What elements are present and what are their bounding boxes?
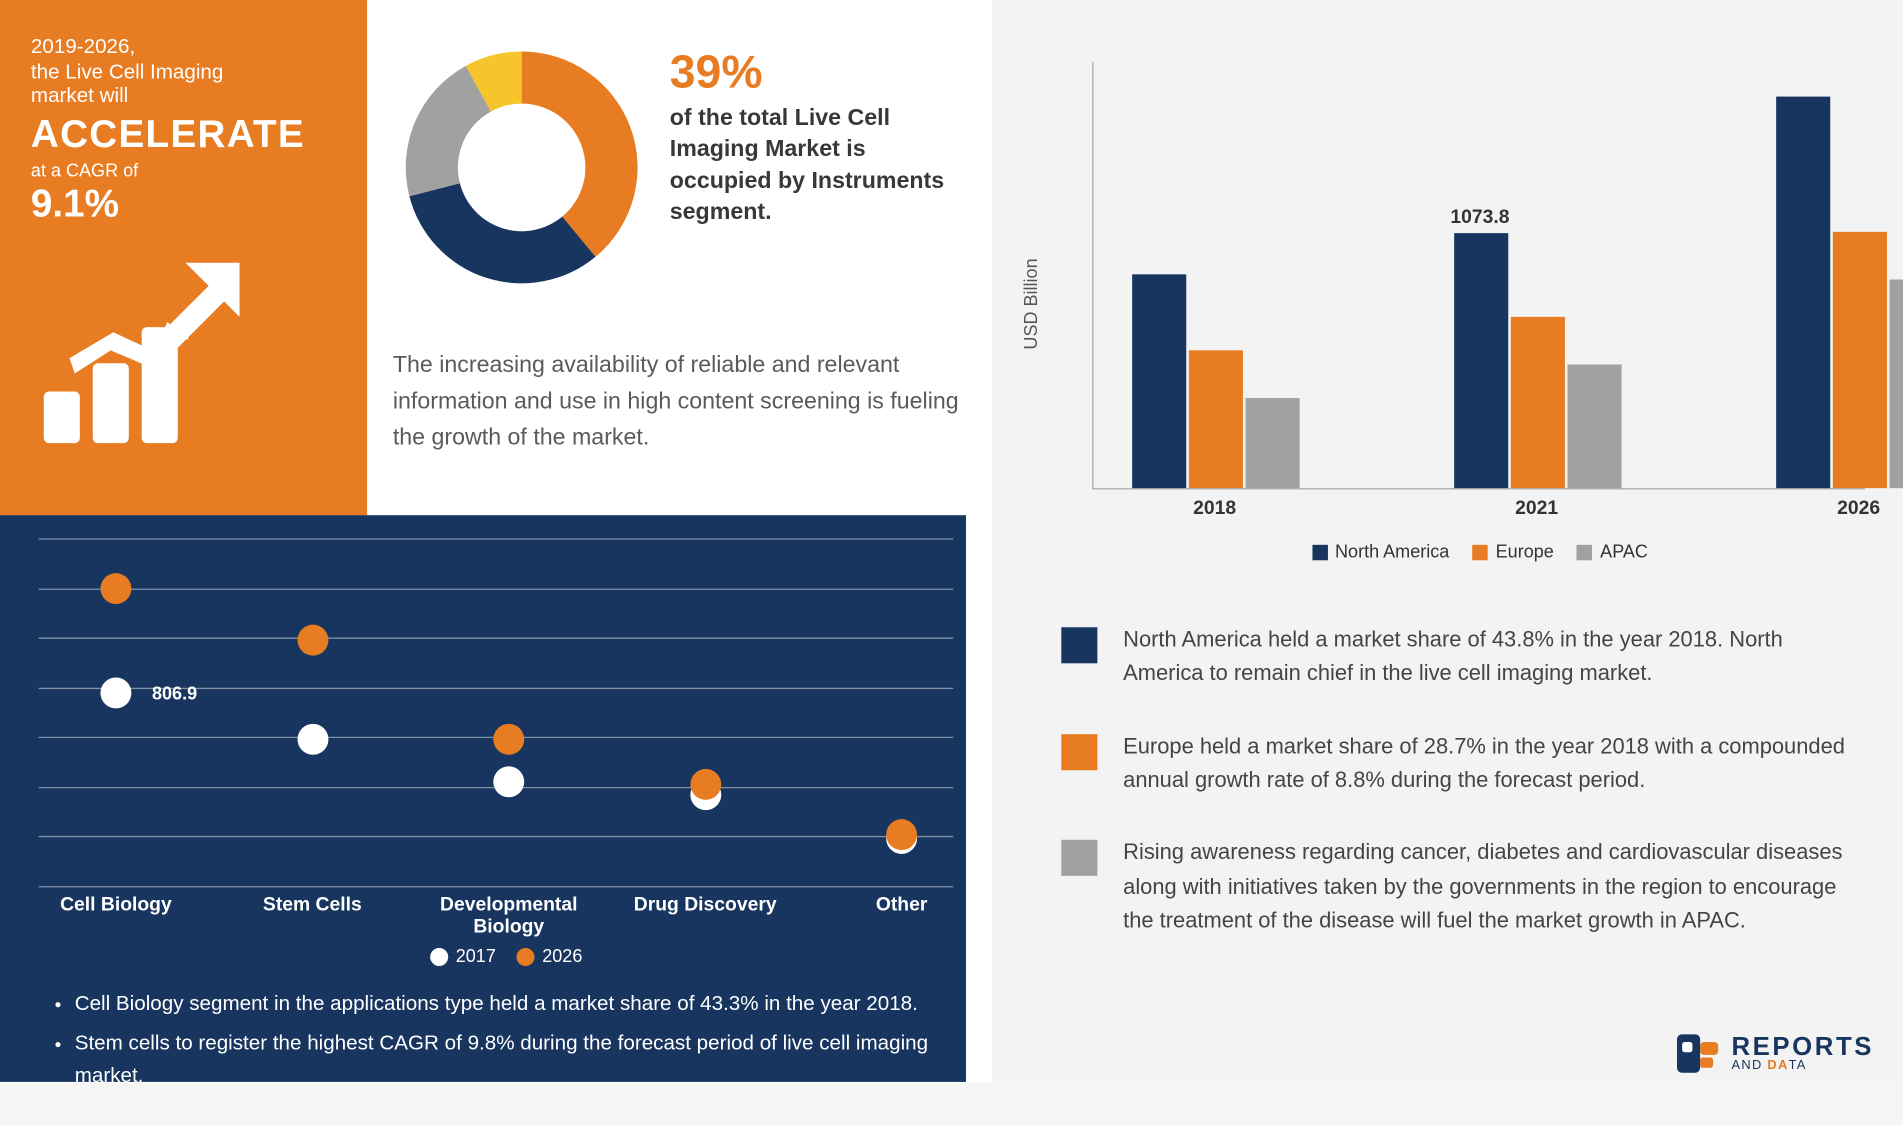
bar-y-axis-label: USD Billion xyxy=(1020,258,1041,349)
dot-legend-swatch xyxy=(430,948,448,966)
donut-slice xyxy=(522,52,638,257)
region-text: Europe held a market share of 28.7% in t… xyxy=(1123,730,1851,798)
dot-x-label: Stem Cells xyxy=(222,894,402,916)
regional-bar-chart: USD Billion 2018202120261073.8 xyxy=(1069,62,1868,526)
bar-x-label: 2018 xyxy=(1193,497,1236,519)
growth-arrow-icon xyxy=(31,250,336,463)
logo-line1: REPORTS xyxy=(1731,1035,1874,1059)
dot-grid-line xyxy=(39,588,953,589)
bar-x-label: 2026 xyxy=(1837,497,1880,519)
dot-point-label: 806.9 xyxy=(152,682,197,703)
dot-bullet-item: Stem cells to register the highest CAGR … xyxy=(75,1029,930,1093)
dot-chart-bullets: Cell Biology segment in the applications… xyxy=(26,966,966,1093)
dot-point xyxy=(690,769,721,800)
region-swatch xyxy=(1061,734,1097,770)
bar xyxy=(1245,398,1299,488)
cagr-accelerate: ACCELERATE xyxy=(31,113,336,157)
donut-highlight-pct: 39% xyxy=(670,45,966,99)
dot-legend-label: 2026 xyxy=(542,945,582,966)
dot-grid-line xyxy=(39,538,953,539)
donut-svg xyxy=(393,39,651,297)
brand-logo: REPORTS AND DATA xyxy=(1677,1034,1874,1073)
donut-description: of the total Live Cell Imaging Market is… xyxy=(670,102,966,227)
dot-x-label: Drug Discovery xyxy=(615,894,795,916)
market-growth-paragraph: The increasing availability of reliable … xyxy=(393,348,960,456)
bar xyxy=(1889,279,1903,488)
region-swatch xyxy=(1061,627,1097,663)
dot-grid-line xyxy=(39,638,953,639)
region-text: Rising awareness regarding cancer, diabe… xyxy=(1123,836,1851,938)
bar xyxy=(1833,232,1887,489)
bar-x-label: 2021 xyxy=(1515,497,1558,519)
dot-x-label: Other xyxy=(811,894,991,916)
region-note: Europe held a market share of 28.7% in t… xyxy=(1061,730,1851,798)
cagr-label: at a CAGR of xyxy=(31,160,336,181)
bar-legend-label: APAC xyxy=(1600,541,1648,562)
regional-panel: USD Billion 2018 2021 2026 1073.8 North Ame… xyxy=(992,0,1903,1083)
dot-bullet-item: Cell Biology segment in the applications… xyxy=(75,990,930,1022)
bar xyxy=(1189,350,1243,488)
donut-slice xyxy=(409,183,595,283)
dot-legend-label: 2017 xyxy=(456,945,496,966)
bar xyxy=(1132,274,1186,488)
bar xyxy=(1567,365,1621,489)
region-note: Rising awareness regarding cancer, diabe… xyxy=(1061,836,1851,938)
bar xyxy=(1776,96,1830,488)
dot-point xyxy=(297,724,328,755)
cagr-years: 2019-2026, xyxy=(31,36,336,59)
segment-donut-chart xyxy=(393,39,651,297)
cagr-value: 9.1% xyxy=(31,183,336,227)
dot-point xyxy=(100,677,131,708)
bar-legend-swatch xyxy=(1577,545,1592,560)
region-swatch xyxy=(1061,840,1097,876)
applications-dot-chart-panel: 806.9 Cell BiologyStem CellsDevelopmenta… xyxy=(0,515,966,1082)
dot-legend-swatch xyxy=(516,948,534,966)
bar-legend-swatch xyxy=(1472,545,1487,560)
bar xyxy=(1454,233,1508,488)
infographic-root: 2019-2026, the Live Cell Imaging market … xyxy=(0,0,1902,1083)
dot-point xyxy=(493,766,524,797)
dot-x-label: Cell Biology xyxy=(26,894,206,916)
bar-legend-label: North America xyxy=(1335,541,1449,562)
dot-chart-x-labels: Cell BiologyStem CellsDevelopmentalBiolo… xyxy=(39,886,953,938)
cagr-box: 2019-2026, the Live Cell Imaging market … xyxy=(0,0,367,515)
dot-point xyxy=(100,573,131,604)
dot-chart-legend: 2017 2026 xyxy=(39,945,953,966)
bar-plot-area xyxy=(1092,62,1865,490)
bar-legend-label: Europe xyxy=(1496,541,1554,562)
dot-point xyxy=(297,625,328,656)
dot-point xyxy=(493,724,524,755)
bar xyxy=(1511,317,1565,488)
dot-chart: 806.9 xyxy=(39,538,953,886)
logo-line2: AND DATA xyxy=(1731,1060,1874,1072)
logo-mark-icon xyxy=(1677,1034,1721,1073)
bar-value-label: 1073.8 xyxy=(1450,206,1509,228)
donut-caption: 39% of the total Live Cell Imaging Marke… xyxy=(670,45,966,227)
dot-grid-line xyxy=(39,836,953,837)
cagr-line3: market will xyxy=(31,85,336,108)
dot-point xyxy=(886,819,917,850)
logo-text: REPORTS AND DATA xyxy=(1731,1035,1874,1072)
dot-x-label: DevelopmentalBiology xyxy=(419,894,599,938)
cagr-line2: the Live Cell Imaging xyxy=(31,62,336,85)
region-text: North America held a market share of 43.… xyxy=(1123,623,1851,691)
region-notes: North America held a market share of 43.… xyxy=(1061,623,1851,938)
region-note: North America held a market share of 43.… xyxy=(1061,623,1851,691)
bar-legend-swatch xyxy=(1312,545,1327,560)
bar-chart-legend: North America Europe APAC xyxy=(1069,541,1868,562)
